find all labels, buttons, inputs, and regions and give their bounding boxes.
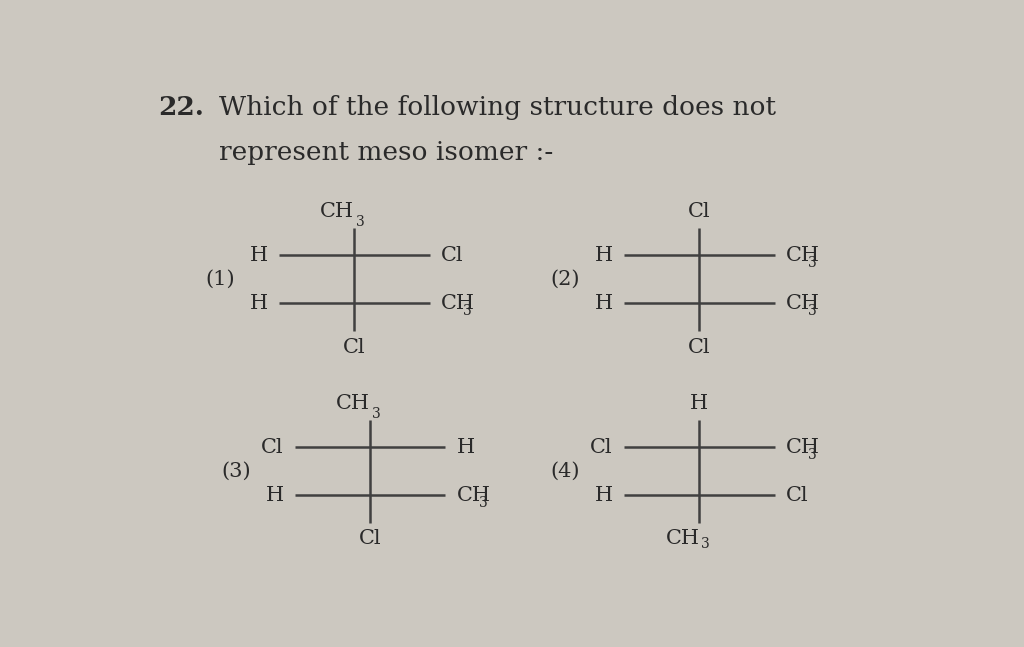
Text: H: H [595,294,613,313]
Text: H: H [265,486,284,505]
Text: CH: CH [785,438,820,457]
Text: H: H [690,394,709,413]
Text: CH: CH [666,529,699,549]
Text: H: H [250,294,267,313]
Text: 3: 3 [808,448,817,462]
Text: 3: 3 [808,256,817,270]
Text: 3: 3 [463,304,472,318]
Text: (4): (4) [551,462,581,481]
Text: 3: 3 [479,496,487,510]
Text: represent meso isomer :-: represent meso isomer :- [219,140,554,165]
Text: 3: 3 [808,304,817,318]
Text: 3: 3 [701,538,710,551]
Text: Cl: Cl [343,338,366,356]
Text: CH: CH [336,394,370,413]
Text: Cl: Cl [261,438,284,457]
Text: (2): (2) [551,270,581,289]
Text: (3): (3) [221,462,251,481]
Text: Which of the following structure does not: Which of the following structure does no… [219,95,776,120]
Text: Cl: Cl [358,529,381,549]
Text: Cl: Cl [688,202,711,221]
Text: H: H [595,246,613,265]
Text: 22.: 22. [158,95,204,120]
Text: CH: CH [440,294,475,313]
Text: H: H [250,246,267,265]
Text: CH: CH [785,294,820,313]
Text: Cl: Cl [440,246,463,265]
Text: 3: 3 [355,215,365,229]
Text: 3: 3 [372,407,380,421]
Text: H: H [457,438,475,457]
Text: H: H [595,486,613,505]
Text: CH: CH [785,246,820,265]
Text: Cl: Cl [688,338,711,356]
Text: CH: CH [457,486,490,505]
Text: (1): (1) [206,270,236,289]
Text: CH: CH [321,202,354,221]
Text: Cl: Cl [785,486,809,505]
Text: Cl: Cl [590,438,613,457]
